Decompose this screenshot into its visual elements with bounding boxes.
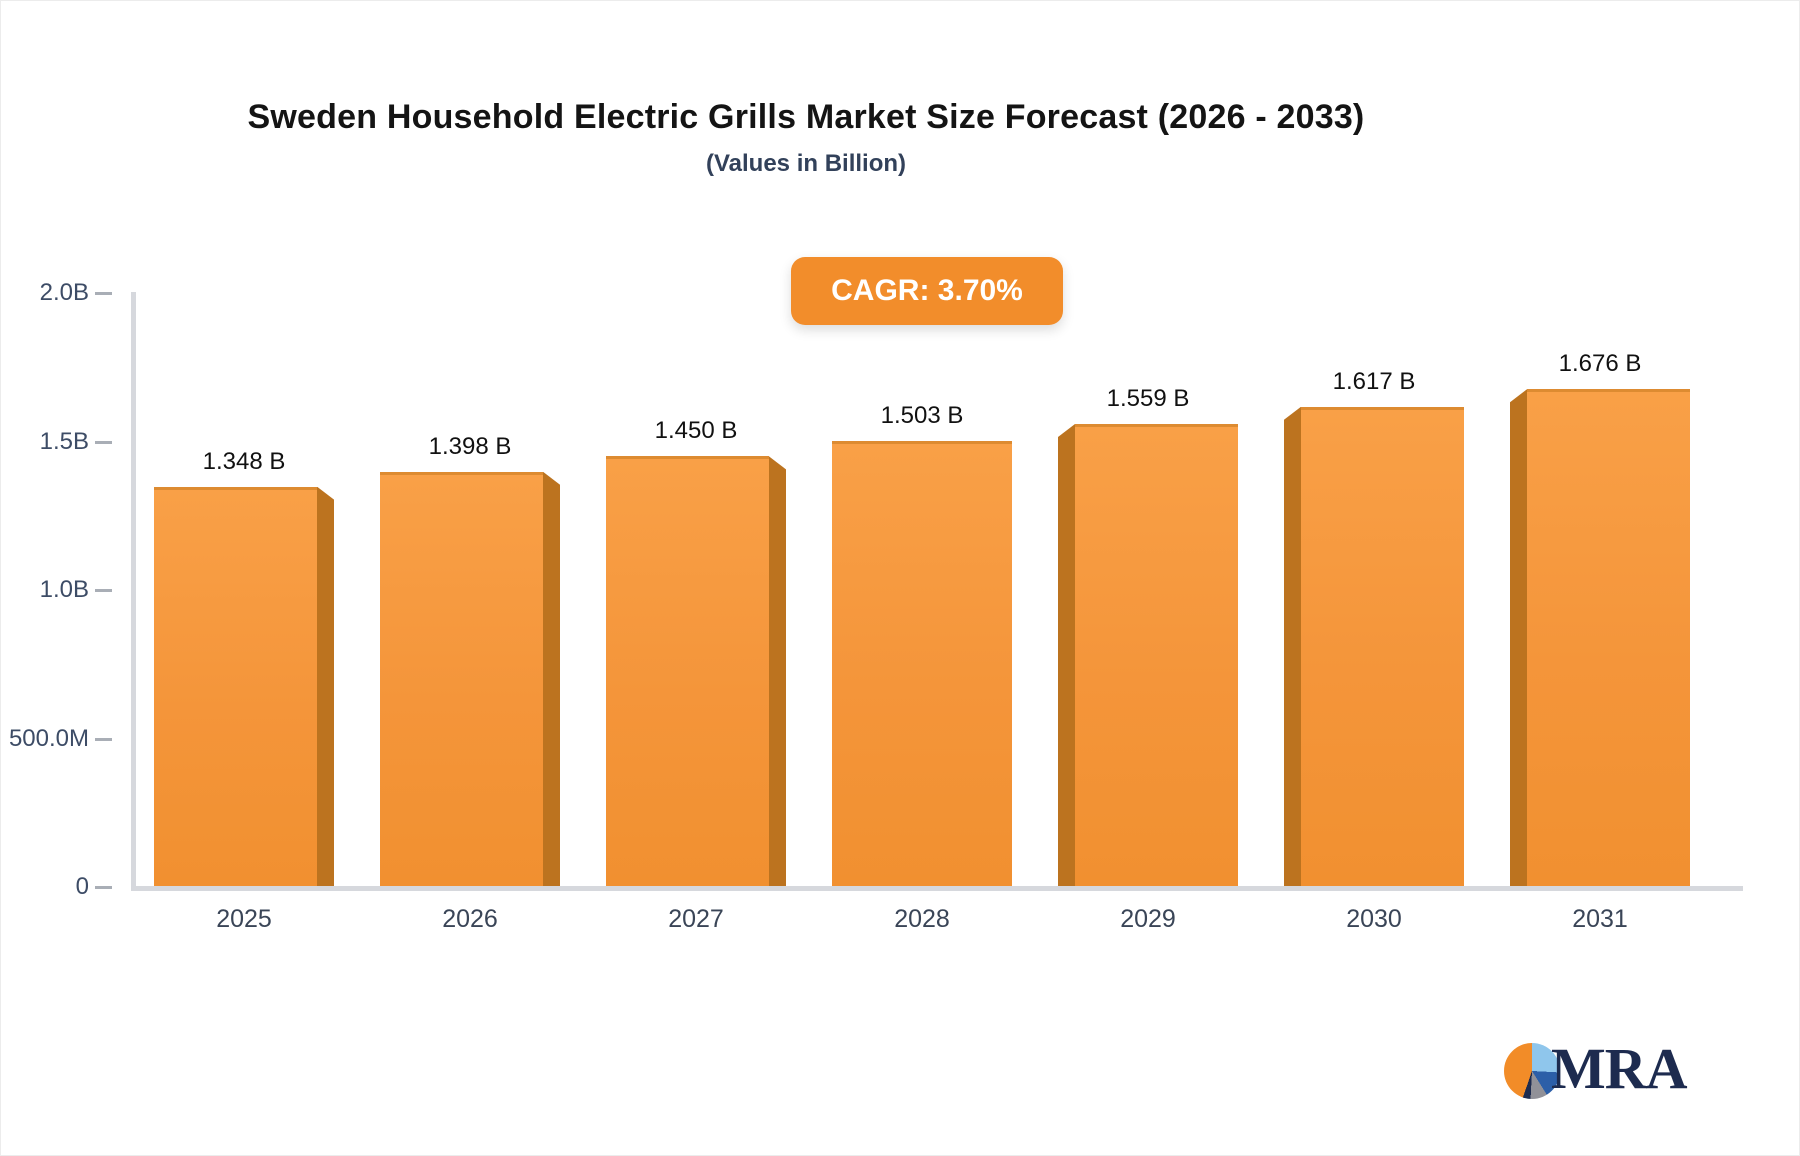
bar-side-face — [543, 471, 560, 887]
bar-face — [1527, 389, 1690, 887]
x-label-2027: 2027 — [668, 905, 724, 933]
cagr-badge: CAGR: 3.70% — [791, 257, 1063, 325]
mra-logo: MRA — [1504, 1036, 1764, 1103]
bar-2028 — [832, 440, 1012, 887]
mra-logo-pie-icon — [1504, 1043, 1560, 1099]
bar-side-face — [1284, 406, 1301, 887]
bar-face — [380, 471, 543, 887]
y-axis-line — [131, 292, 136, 891]
y-tick-dash-500.0M — [95, 737, 112, 741]
y-tick-label-2.0B: 2.0B — [39, 279, 89, 306]
mra-logo-text: MRA — [1551, 1036, 1688, 1101]
bar-value-label-2025: 1.348 B — [202, 447, 286, 475]
bar-2030 — [1284, 406, 1464, 887]
bar-side-face — [317, 486, 334, 887]
x-label-2030: 2030 — [1346, 905, 1402, 933]
bar-face — [154, 486, 317, 887]
y-tick-dash-2.0B — [95, 292, 112, 295]
x-axis-line — [131, 886, 1743, 891]
bar-value-label-2028: 1.503 B — [880, 401, 964, 429]
bar-face — [1075, 423, 1238, 887]
bar-2027 — [606, 456, 786, 887]
bar-2029 — [1058, 423, 1238, 887]
bar-face — [832, 440, 1012, 887]
bar-2031 — [1510, 389, 1690, 887]
y-tick-label-1.0B: 1.0B — [39, 576, 89, 603]
bar-value-label-2029: 1.559 B — [1106, 384, 1190, 412]
bar-face — [1301, 406, 1464, 887]
y-tick-label-0: 0 — [75, 873, 89, 900]
bar-value-label-2026: 1.398 B — [428, 432, 512, 460]
x-label-2029: 2029 — [1120, 905, 1176, 933]
x-label-2025: 2025 — [216, 905, 272, 933]
y-tick-dash-1.5B — [95, 440, 112, 444]
chart-subtitle: (Values in Billion) — [705, 150, 907, 177]
x-label-2031: 2031 — [1572, 905, 1628, 933]
bar-value-label-2030: 1.617 B — [1332, 367, 1416, 395]
y-tick-label-1.5B: 1.5B — [39, 427, 89, 455]
bar-2026 — [380, 471, 560, 887]
y-tick-label-500.0M: 500.0M — [8, 724, 89, 752]
bar-side-face — [1058, 423, 1075, 887]
bar-face — [606, 456, 769, 887]
bar-value-label-2031: 1.676 B — [1558, 350, 1642, 378]
y-tick-dash-0 — [95, 886, 112, 889]
y-tick-dash-1.0B — [95, 589, 112, 592]
bar-value-label-2027: 1.450 B — [654, 417, 738, 445]
bar-2025 — [154, 486, 334, 887]
bar-side-face — [1510, 389, 1527, 887]
chart-title: Sweden Household Electric Grills Market … — [247, 98, 1365, 136]
x-label-2026: 2026 — [442, 905, 498, 933]
bar-side-face — [769, 456, 786, 887]
x-label-2028: 2028 — [894, 905, 950, 933]
